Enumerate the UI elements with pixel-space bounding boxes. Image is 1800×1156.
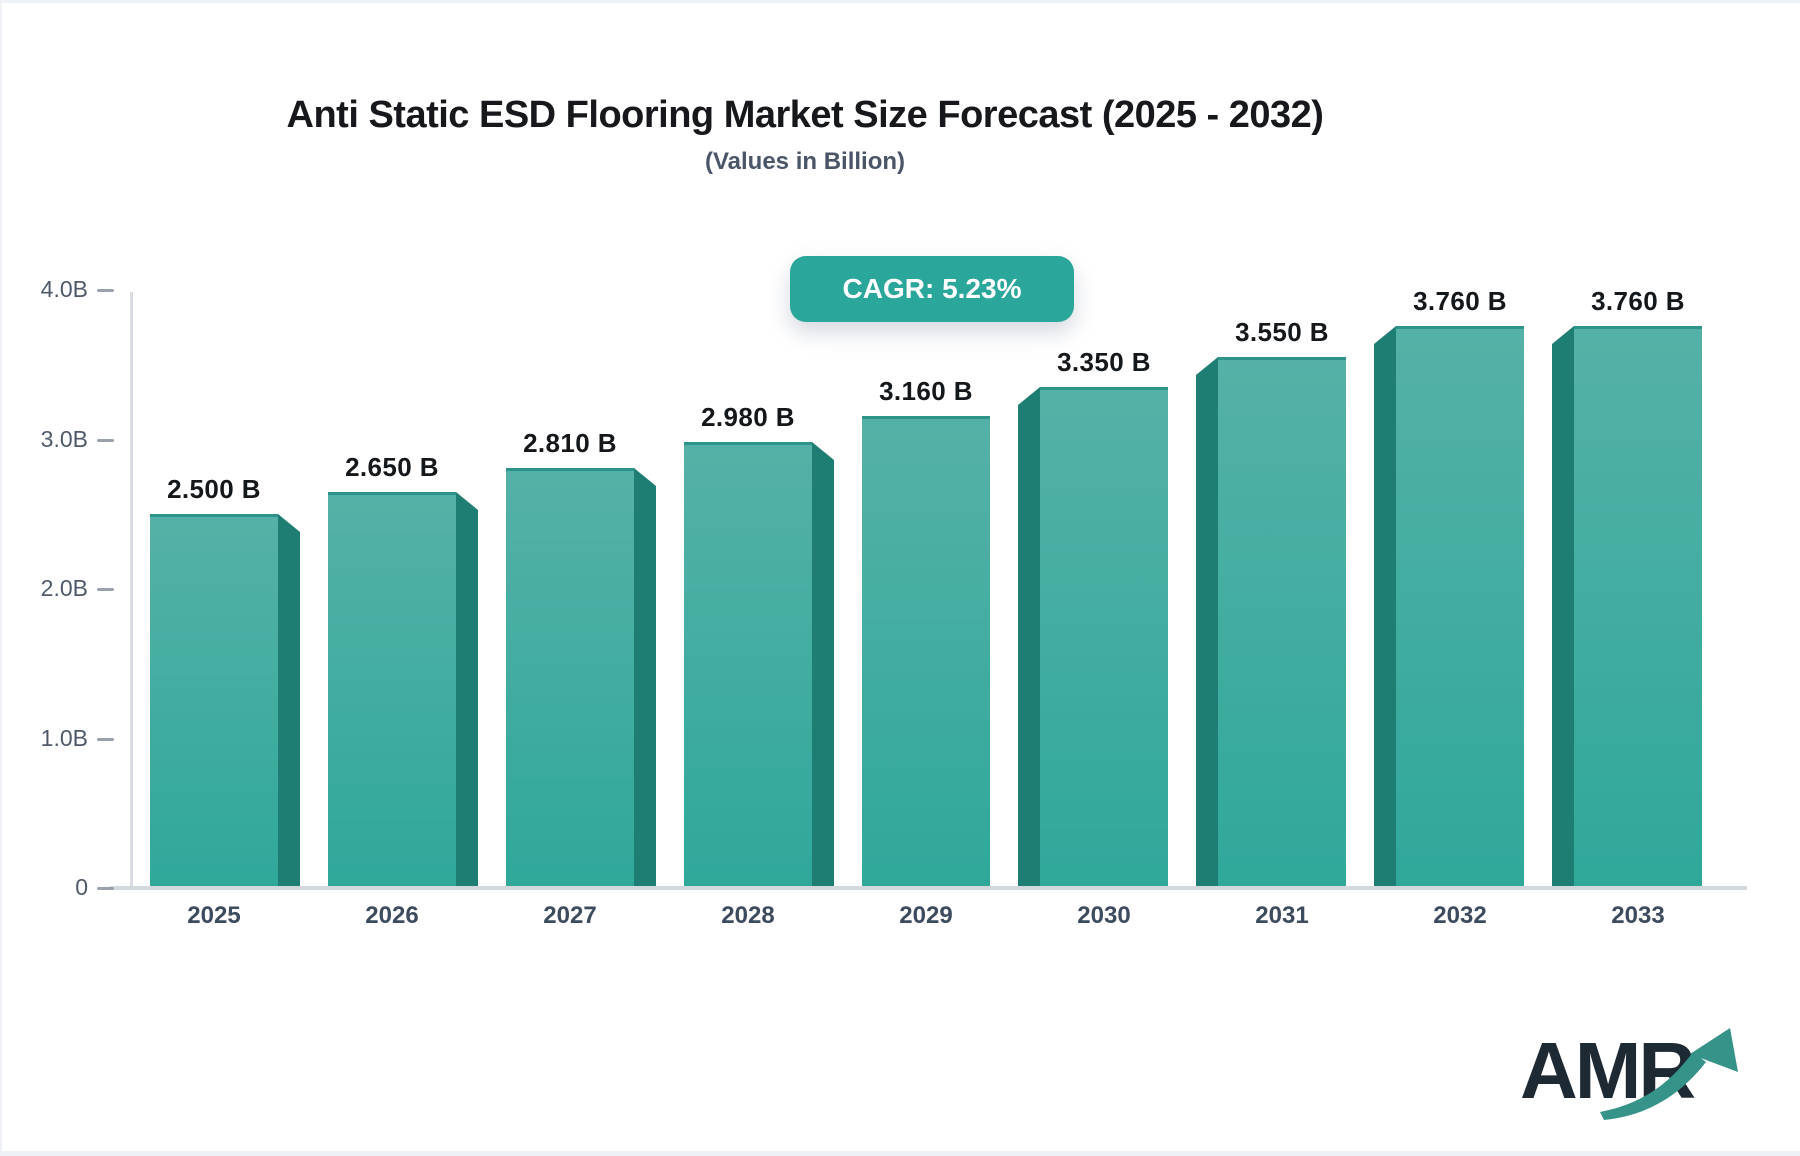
bar-side-shade bbox=[1374, 326, 1396, 886]
y-tick-mark bbox=[97, 588, 114, 591]
x-axis-label: 2025 bbox=[187, 902, 241, 929]
bar-face bbox=[1040, 387, 1168, 886]
amr-logo: AMR bbox=[1520, 1026, 1738, 1120]
cagr-badge-label: CAGR: 5.23% bbox=[842, 273, 1022, 304]
bar-value-label: 2.500 B bbox=[167, 474, 261, 504]
bar-face bbox=[1218, 357, 1346, 886]
bar-side-shade bbox=[278, 514, 300, 886]
bar-value-label: 3.350 B bbox=[1057, 347, 1151, 377]
y-tick-mark bbox=[97, 439, 114, 442]
bar-value-label: 3.550 B bbox=[1235, 317, 1329, 347]
bar-side-shade bbox=[1552, 326, 1574, 886]
x-axis-label: 2027 bbox=[543, 902, 597, 929]
y-tick-mark bbox=[97, 289, 114, 292]
y-tick-label: 2.0B bbox=[40, 575, 88, 601]
chart-subtitle: (Values in Billion) bbox=[704, 148, 906, 175]
bar-value-label: 3.160 B bbox=[879, 376, 973, 406]
bar bbox=[328, 492, 478, 886]
y-tick-label: 1.0B bbox=[40, 725, 88, 751]
bar bbox=[1374, 326, 1524, 886]
bar-side-shade bbox=[1196, 357, 1218, 886]
bar bbox=[150, 514, 300, 886]
bar-value-label: 2.810 B bbox=[523, 428, 617, 458]
x-axis-label: 2031 bbox=[1255, 902, 1309, 929]
bar-face bbox=[862, 416, 990, 886]
y-tick-mark bbox=[97, 738, 114, 741]
bar-face bbox=[1396, 326, 1524, 886]
bar bbox=[506, 468, 656, 886]
bar bbox=[1196, 357, 1346, 886]
bar-face bbox=[328, 492, 456, 886]
y-axis-line bbox=[130, 292, 133, 888]
x-axis-label: 2029 bbox=[899, 902, 953, 929]
bar-value-label: 3.760 B bbox=[1591, 286, 1685, 316]
bar bbox=[862, 416, 990, 886]
chart-title: Anti Static ESD Flooring Market Size For… bbox=[286, 94, 1324, 136]
x-axis-label: 2033 bbox=[1611, 902, 1665, 929]
bar-face bbox=[506, 468, 634, 886]
y-tick-label: 4.0B bbox=[40, 276, 88, 302]
bar-side-shade bbox=[456, 492, 478, 886]
growth-arrow-icon bbox=[1600, 1028, 1738, 1120]
bar-value-label: 3.760 B bbox=[1413, 286, 1507, 316]
bar-side-shade bbox=[1018, 387, 1040, 886]
y-tick-mark bbox=[97, 887, 114, 890]
bar-value-label: 2.980 B bbox=[701, 402, 795, 432]
bar-side-shade bbox=[634, 468, 656, 886]
bar bbox=[684, 442, 834, 886]
bar-face bbox=[684, 442, 812, 886]
x-axis-label: 2032 bbox=[1433, 902, 1487, 929]
x-axis-label: 2030 bbox=[1077, 902, 1131, 929]
y-tick-label: 0 bbox=[75, 874, 88, 900]
amr-logo-text: AMR bbox=[1520, 1026, 1695, 1115]
y-tick-label: 3.0B bbox=[40, 426, 88, 452]
bar-value-label: 2.650 B bbox=[345, 452, 439, 482]
x-axis-label: 2028 bbox=[721, 902, 775, 929]
x-axis-label: 2026 bbox=[365, 902, 419, 929]
bar bbox=[1552, 326, 1702, 886]
bar-face bbox=[150, 514, 278, 886]
bar-face bbox=[1574, 326, 1702, 886]
bar bbox=[1018, 387, 1168, 886]
x-axis-baseline bbox=[110, 886, 1747, 890]
bar-side-shade bbox=[812, 442, 834, 886]
cagr-badge: CAGR: 5.23% bbox=[790, 256, 1074, 322]
